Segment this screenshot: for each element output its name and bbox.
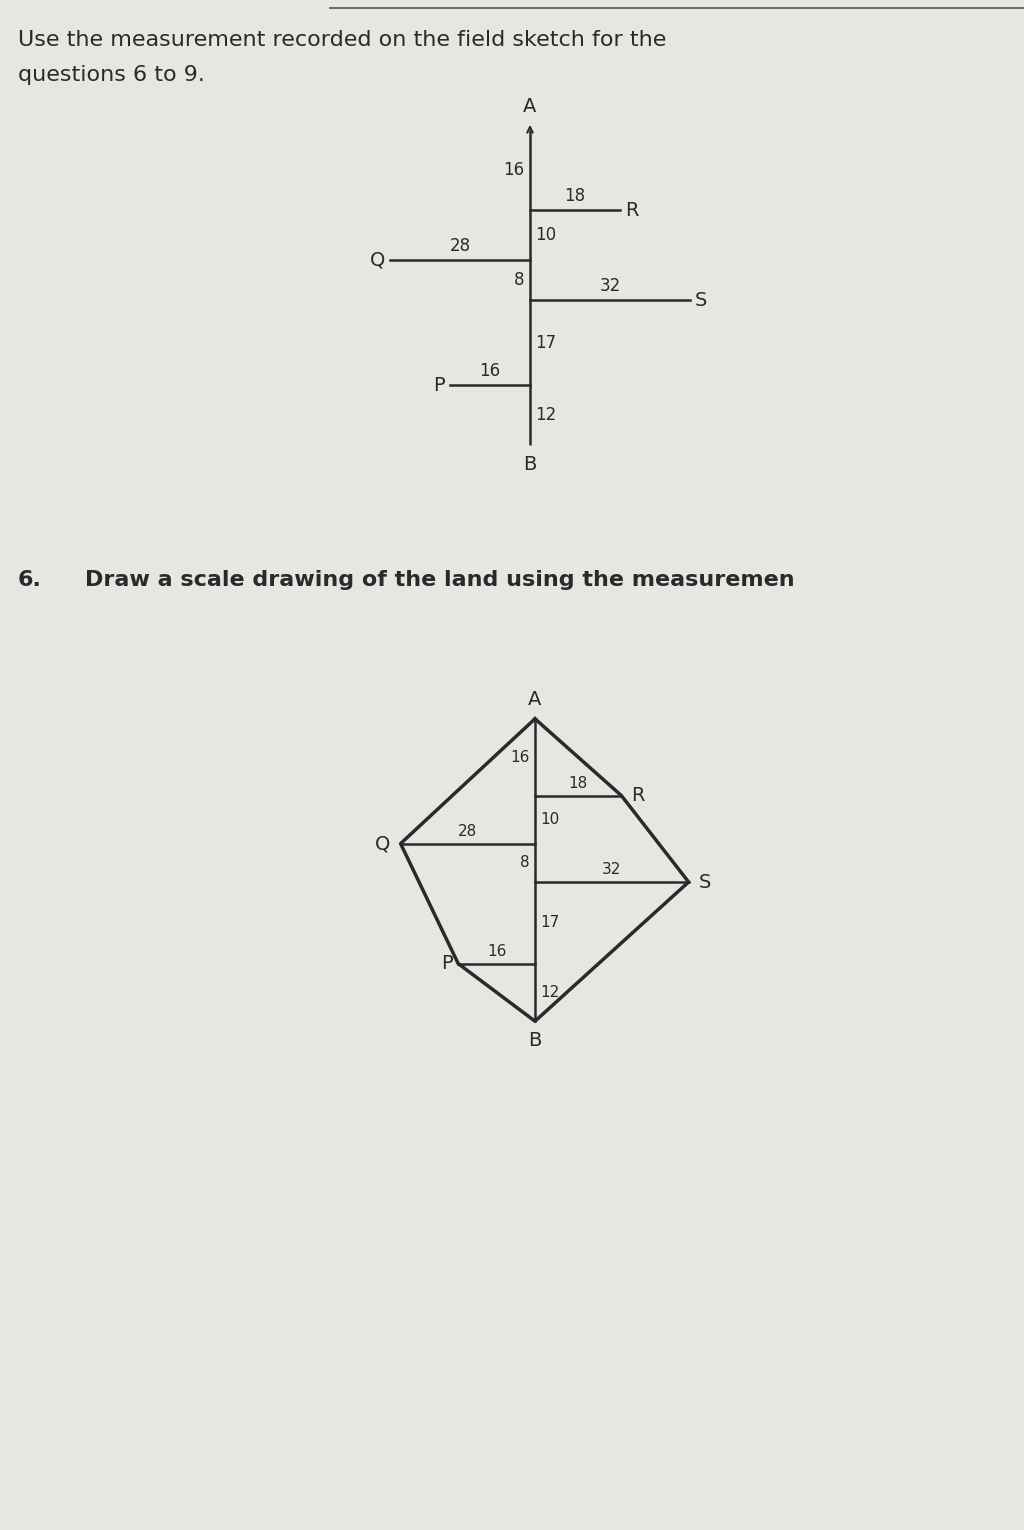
Text: Q: Q <box>375 834 390 854</box>
Text: B: B <box>528 1031 542 1050</box>
Text: S: S <box>698 872 711 892</box>
Text: 12: 12 <box>540 985 559 1001</box>
Text: 10: 10 <box>540 812 559 828</box>
Text: P: P <box>441 955 454 973</box>
Text: 32: 32 <box>602 861 622 877</box>
Text: 17: 17 <box>535 334 556 352</box>
Text: P: P <box>433 375 445 395</box>
Text: 6.: 6. <box>18 571 42 591</box>
Text: S: S <box>695 291 708 309</box>
Text: R: R <box>632 786 645 805</box>
Text: 8: 8 <box>513 271 524 289</box>
Text: A: A <box>528 690 542 708</box>
Text: Q: Q <box>370 251 385 269</box>
Text: 16: 16 <box>511 750 530 765</box>
Text: 28: 28 <box>450 237 471 256</box>
Text: 28: 28 <box>458 823 477 838</box>
Text: questions 6 to 9.: questions 6 to 9. <box>18 64 205 86</box>
Text: 16: 16 <box>479 363 501 379</box>
Text: 17: 17 <box>540 915 559 930</box>
Text: Use the measurement recorded on the field sketch for the: Use the measurement recorded on the fiel… <box>18 31 667 50</box>
Text: A: A <box>523 96 537 116</box>
Text: 32: 32 <box>599 277 621 295</box>
Text: 18: 18 <box>564 187 586 205</box>
Text: 18: 18 <box>568 776 588 791</box>
Text: 8: 8 <box>520 855 530 871</box>
Text: R: R <box>625 200 639 219</box>
Text: 16: 16 <box>503 161 524 179</box>
Text: 10: 10 <box>535 226 556 243</box>
Text: 16: 16 <box>487 944 506 959</box>
Text: Draw a scale drawing of the land using the measuremen: Draw a scale drawing of the land using t… <box>85 571 795 591</box>
Text: 12: 12 <box>535 405 556 424</box>
Text: B: B <box>523 454 537 474</box>
